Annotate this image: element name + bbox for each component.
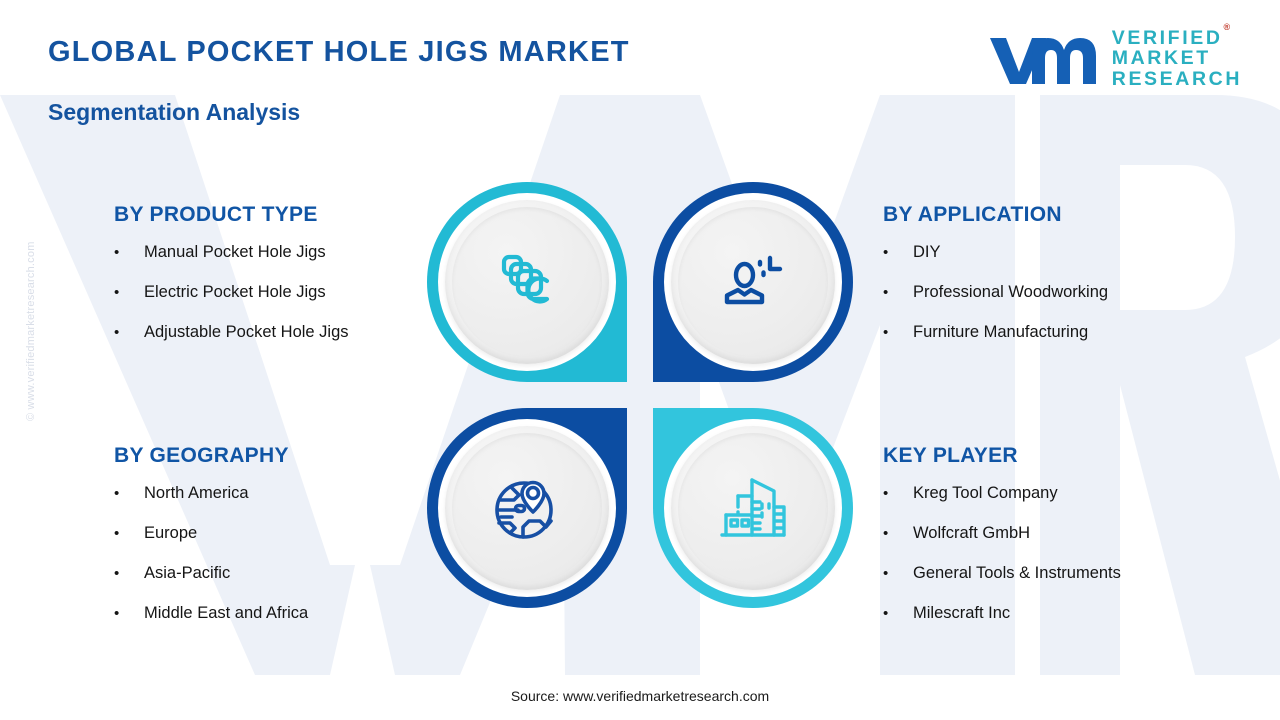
- quadrant-disc: [445, 426, 609, 590]
- list-item: • Adjustable Pocket Hole Jigs: [114, 323, 349, 342]
- page-subtitle: Segmentation Analysis: [48, 99, 301, 125]
- pinwheel-graphic: [427, 182, 853, 608]
- vmr-logo[interactable]: VERIFIED ® MARKET RESEARCH: [986, 22, 1242, 90]
- list-item: • DIY: [883, 243, 1108, 262]
- bullet-icon: •: [883, 485, 889, 502]
- segment-block-key-player: KEY PLAYER • Kreg Tool Company • Wolfcra…: [883, 444, 1121, 644]
- bullet-icon: •: [883, 284, 889, 301]
- list-item: • Asia-Pacific: [114, 564, 308, 583]
- logo-line-verified-text: VERIFIED: [1111, 27, 1223, 49]
- segment-list-key-player: • Kreg Tool Company • Wolfcraft GmbH • G…: [883, 484, 1121, 623]
- pinwheel-quadrant-geography[interactable]: [427, 408, 627, 608]
- side-watermark-url: © www.verifiedmarketresearch.com: [25, 241, 37, 421]
- segment-list-product-type: • Manual Pocket Hole Jigs • Electric Poc…: [114, 243, 349, 342]
- list-item: • Milescraft Inc: [883, 604, 1121, 623]
- list-item: • Wolfcraft GmbH: [883, 524, 1121, 543]
- list-item: • Electric Pocket Hole Jigs: [114, 283, 349, 302]
- list-item-label: Asia-Pacific: [144, 564, 231, 582]
- bullet-icon: •: [883, 565, 889, 582]
- pinwheel-quadrant-application[interactable]: [653, 182, 853, 382]
- list-item-label: Europe: [144, 524, 198, 542]
- bullet-icon: •: [114, 284, 120, 301]
- page-title: GLOBAL POCKET HOLE JIGS MARKET: [48, 36, 630, 68]
- segment-list-geography: • North America • Europe • Asia-Pacific …: [114, 484, 308, 623]
- segment-block-geography: BY GEOGRAPHY • North America • Europe • …: [114, 444, 308, 644]
- list-item-label: Wolfcraft GmbH: [913, 524, 1031, 542]
- registered-trademark-icon: ®: [1223, 22, 1231, 32]
- bullet-icon: •: [114, 485, 120, 502]
- list-item: • General Tools & Instruments: [883, 564, 1121, 583]
- bullet-icon: •: [883, 324, 889, 341]
- quadrant-disc: [445, 200, 609, 364]
- segment-block-product-type: BY PRODUCT TYPE • Manual Pocket Hole Jig…: [114, 203, 349, 363]
- bullet-icon: •: [883, 525, 889, 542]
- layers-icon: [501, 254, 550, 304]
- segment-block-application: BY APPLICATION • DIY • Professional Wood…: [883, 203, 1108, 363]
- bullet-icon: •: [883, 244, 889, 261]
- pinwheel-quadrant-product-type[interactable]: [427, 182, 627, 382]
- quadrant-disc: [671, 426, 835, 590]
- list-item-label: Milescraft Inc: [913, 604, 1011, 622]
- logo-line-market: MARKET: [1111, 47, 1211, 70]
- list-item-label: General Tools & Instruments: [913, 564, 1121, 582]
- source-footer: Source: www.verifiedmarketresearch.com: [510, 688, 770, 704]
- list-item-label: Adjustable Pocket Hole Jigs: [144, 323, 349, 341]
- list-item: • Manual Pocket Hole Jigs: [114, 243, 349, 262]
- list-item: • Professional Woodworking: [883, 283, 1108, 302]
- list-item: • North America: [114, 484, 308, 503]
- globe-pin-icon: [495, 480, 553, 539]
- bullet-icon: •: [883, 605, 889, 622]
- bullet-icon: •: [114, 324, 120, 341]
- segment-heading-application: BY APPLICATION: [883, 203, 1062, 226]
- list-item: • Furniture Manufacturing: [883, 323, 1108, 342]
- bullet-icon: •: [114, 244, 120, 261]
- list-item: • Europe: [114, 524, 308, 543]
- list-item-label: Professional Woodworking: [913, 283, 1109, 301]
- bullet-icon: •: [114, 565, 120, 582]
- vmr-logo-wordmark: VERIFIED ® MARKET RESEARCH: [1111, 22, 1242, 90]
- bullet-icon: •: [114, 525, 120, 542]
- segment-heading-key-player: KEY PLAYER: [883, 444, 1018, 467]
- vmr-logo-mark: [989, 38, 1096, 85]
- segment-list-application: • DIY • Professional Woodworking • Furni…: [883, 243, 1108, 342]
- buildings-icon: [720, 478, 786, 537]
- quadrant-disc: [671, 200, 835, 364]
- list-item-label: Electric Pocket Hole Jigs: [144, 283, 326, 301]
- logo-line-verified: VERIFIED ®: [1111, 22, 1242, 49]
- list-item-label: Furniture Manufacturing: [913, 323, 1089, 341]
- list-item-label: Middle East and Africa: [144, 604, 309, 622]
- user-icon: [724, 255, 783, 305]
- bullet-icon: •: [114, 605, 120, 622]
- list-item-label: North America: [144, 484, 249, 502]
- segment-heading-geography: BY GEOGRAPHY: [114, 444, 289, 467]
- list-item: • Middle East and Africa: [114, 604, 308, 623]
- list-item-label: DIY: [913, 243, 941, 261]
- list-item-label: Manual Pocket Hole Jigs: [144, 243, 326, 261]
- logo-line-research: RESEARCH: [1111, 67, 1242, 90]
- list-item: • Kreg Tool Company: [883, 484, 1121, 503]
- segment-heading-product-type: BY PRODUCT TYPE: [114, 203, 318, 226]
- pinwheel-quadrant-key-player[interactable]: [653, 408, 853, 608]
- list-item-label: Kreg Tool Company: [913, 484, 1058, 502]
